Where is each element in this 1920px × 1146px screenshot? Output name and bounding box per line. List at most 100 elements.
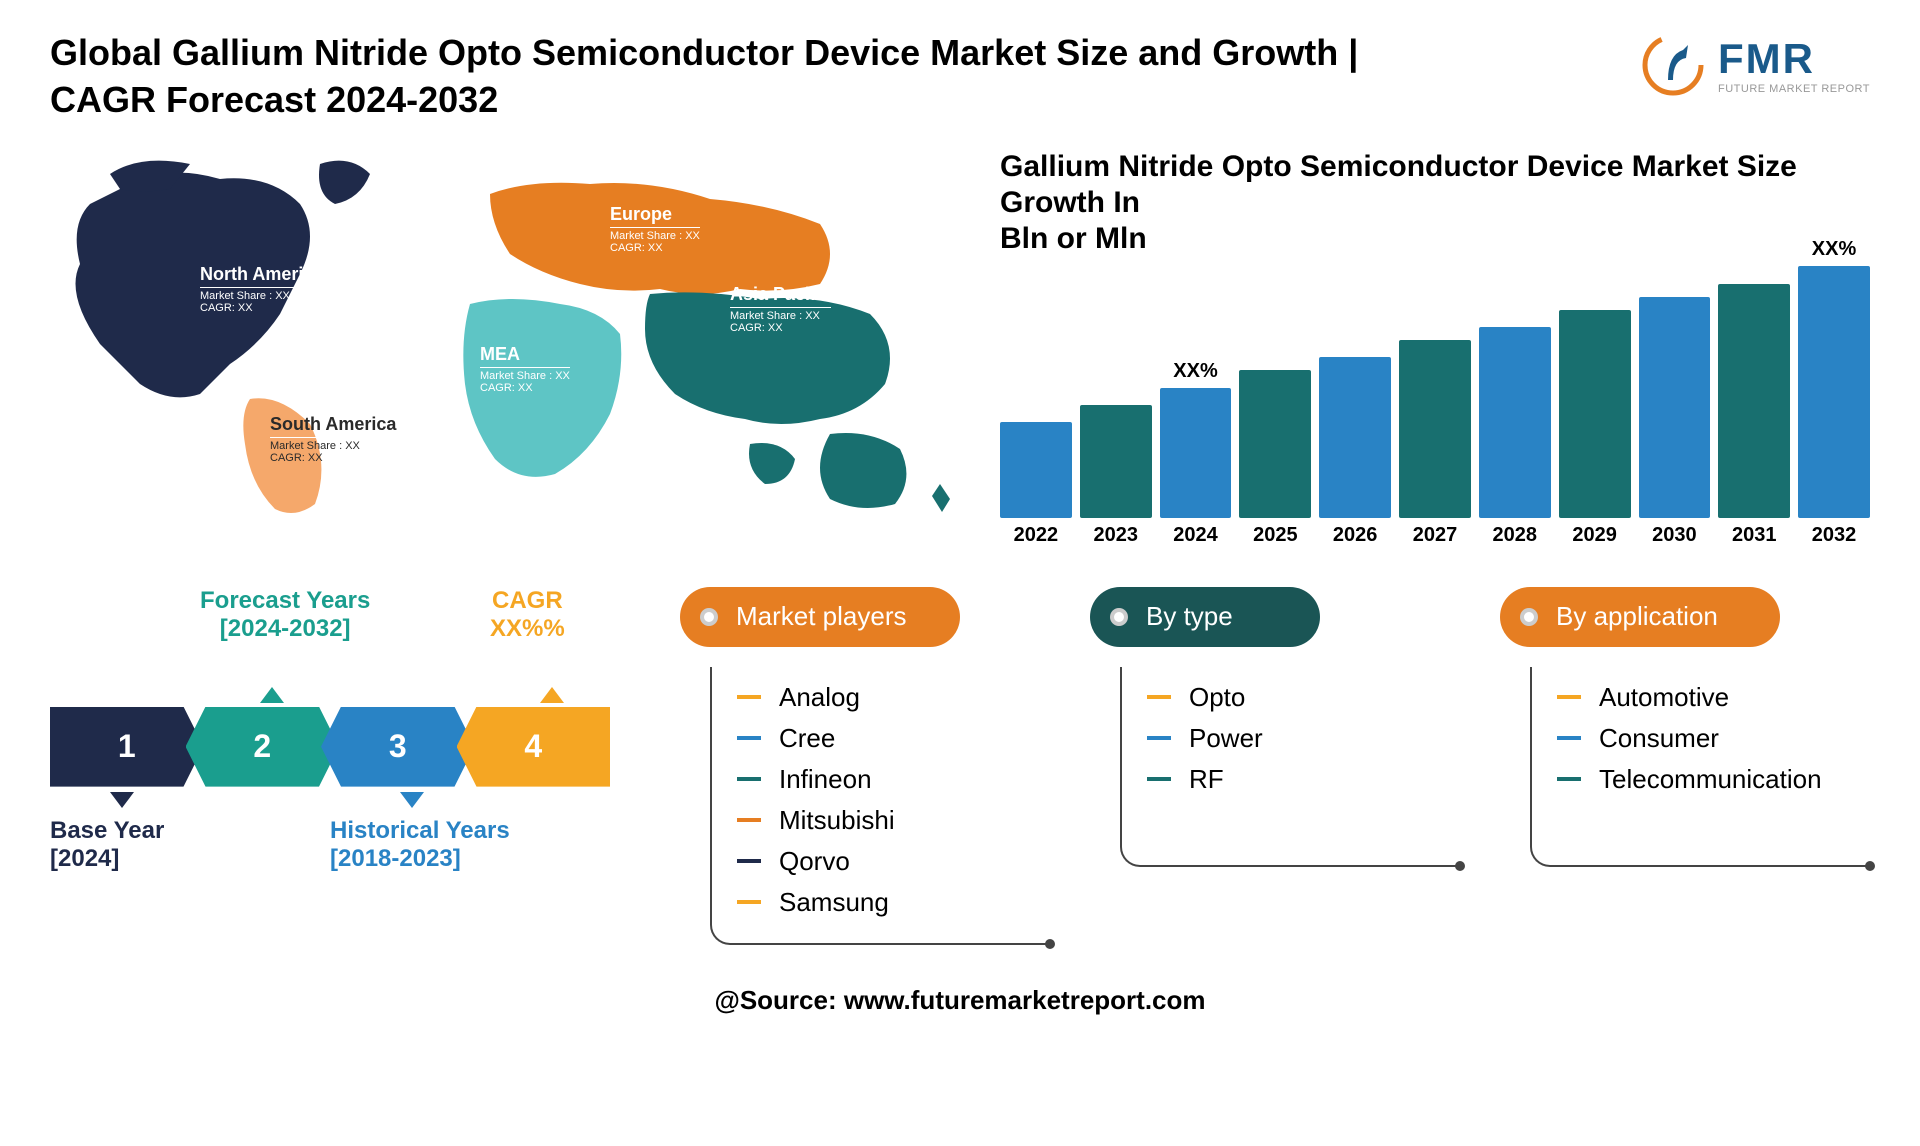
bar-2028: 2028 [1479,327,1551,547]
bar-2032: XX% 2032 [1798,266,1870,546]
list-item-text: Power [1189,723,1263,754]
tick-icon [1557,777,1581,781]
list-item: Samsung [737,887,1050,918]
region-name: Europe [610,204,700,228]
list-item: Infineon [737,764,1050,795]
list-item: Telecommunication [1557,764,1870,795]
list-container: Automotive Consumer Telecommunication [1530,667,1870,867]
chart-title: Gallium Nitride Opto Semiconductor Devic… [1000,149,1870,257]
pill-header: By application [1500,587,1780,647]
list-item: Analog [737,682,1050,713]
cagr-arrow-icon [540,687,564,703]
bottom-row: Forecast Years[2024-2032] CAGRXX%% 1234 … [50,587,1870,945]
tick-icon [1557,695,1581,699]
region-share: Market Share : XX [610,230,700,242]
list-item: Cree [737,723,1050,754]
region-name: South America [270,414,396,438]
header: Global Gallium Nitride Opto Semiconducto… [50,30,1870,124]
list-item-text: Samsung [779,887,889,918]
region-cagr: CAGR: XX [610,242,700,254]
bar-2022: 2022 [1000,422,1072,546]
region-name: Asia Pacific [730,284,831,308]
pill-title: By type [1146,601,1233,632]
bar-annotation: XX% [1173,360,1217,383]
bar-2023: 2023 [1080,405,1152,547]
bar-year-label: 2027 [1413,524,1458,547]
bar-year-label: 2032 [1812,524,1857,547]
bar-rect [1639,297,1711,518]
pill-col-market-players: Market players Analog Cree Infineon Mits… [680,587,1050,945]
list-item-text: Consumer [1599,723,1719,754]
tick-icon [737,736,761,740]
pill-header: By type [1090,587,1320,647]
list-item: Automotive [1557,682,1870,713]
source-text: @Source: www.futuremarketreport.com [50,985,1870,1016]
map-label-na: North America Market Share : XX CAGR: XX [200,264,323,314]
tick-icon [737,900,761,904]
forecast-label: Forecast Years[2024-2032] [200,587,370,645]
list-container: Opto Power RF [1120,667,1460,867]
world-map: North America Market Share : XX CAGR: XX… [50,144,970,524]
pill-title: Market players [736,601,907,632]
hist-arrow-icon [400,792,424,808]
pill-col-by-type: By type Opto Power RF [1090,587,1460,945]
tick-icon [1147,777,1171,781]
bar-year-label: 2025 [1253,524,1298,547]
tick-icon [737,695,761,699]
bars-container: 2022 2023 XX% 2024 2025 2026 2027 2028 20… [1000,267,1870,547]
pill-dot-icon [1520,608,1538,626]
list-item-text: Telecommunication [1599,764,1822,795]
hist-label: Historical Years[2018-2023] [330,817,510,875]
list-item-text: Mitsubishi [779,805,895,836]
list-item-text: Analog [779,682,860,713]
tick-icon [1147,736,1171,740]
logo-text: FMR FUTURE MARKET REPORT [1718,35,1870,95]
pill-title: By application [1556,601,1718,632]
main-row: North America Market Share : XX CAGR: XX… [50,144,1870,547]
pill-header: Market players [680,587,960,647]
list-item: Consumer [1557,723,1870,754]
page-title: Global Gallium Nitride Opto Semiconducto… [50,30,1400,124]
logo-fmr: FMR [1718,35,1870,83]
list-item-text: Infineon [779,764,872,795]
base-arrow-icon [110,792,134,808]
bar-2031: 2031 [1718,284,1790,547]
bar-rect [1399,340,1471,518]
region-cagr: CAGR: XX [730,322,831,334]
tick-icon [1147,695,1171,699]
bar-rect [1479,327,1551,518]
bar-2026: 2026 [1319,357,1391,546]
bar-rect [1319,357,1391,517]
list-item: Opto [1147,682,1460,713]
logo-icon [1638,30,1708,100]
map-label-mea: MEA Market Share : XX CAGR: XX [480,344,570,394]
region-share: Market Share : XX [480,370,570,382]
list-item-text: Qorvo [779,846,850,877]
tick-icon [737,818,761,822]
tick-icon [737,859,761,863]
list-item-text: Cree [779,723,835,754]
bar-rect [1718,284,1790,518]
bar-2027: 2027 [1399,340,1471,547]
bar-year-label: 2024 [1173,524,1218,547]
pills-row: Market players Analog Cree Infineon Mits… [680,587,1870,945]
region-name: MEA [480,344,570,368]
bar-rect [1798,266,1870,517]
list-item-text: RF [1189,764,1224,795]
tick-icon [1557,736,1581,740]
list-item: Qorvo [737,846,1050,877]
list-item-text: Automotive [1599,682,1729,713]
bar-rect [1559,310,1631,518]
timeline: Forecast Years[2024-2032] CAGRXX%% 1234 … [50,587,650,945]
list-item-text: Opto [1189,682,1245,713]
bar-year-label: 2022 [1014,524,1059,547]
region-share: Market Share : XX [200,290,323,302]
bar-2030: 2030 [1639,297,1711,547]
pill-col-by-application: By application Automotive Consumer Telec… [1500,587,1870,945]
bar-year-label: 2031 [1732,524,1777,547]
bar-year-label: 2028 [1493,524,1538,547]
region-share: Market Share : XX [270,440,396,452]
bar-rect [1160,388,1232,518]
bar-year-label: 2030 [1652,524,1697,547]
timeline-seg-2: 2 [186,707,340,787]
